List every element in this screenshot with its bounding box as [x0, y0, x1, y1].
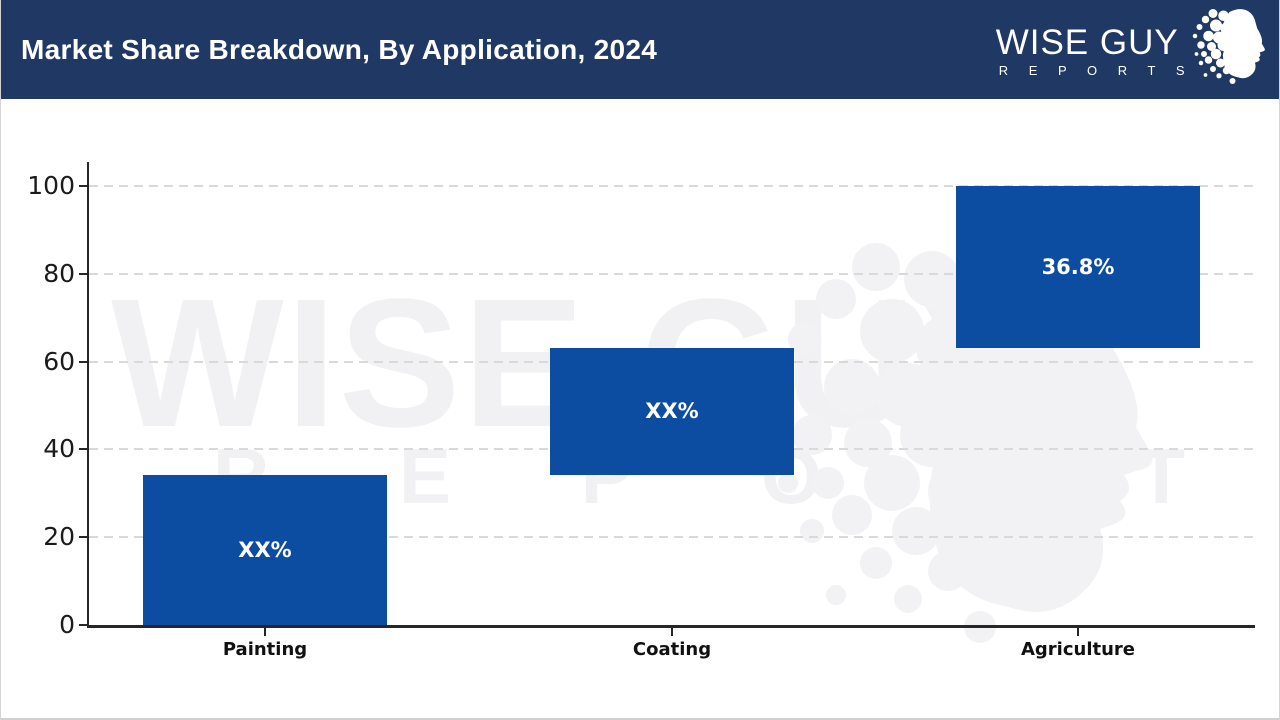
head-of-dots-logo-icon — [1189, 6, 1267, 96]
x-tick-label-painting: Painting — [222, 639, 308, 660]
page-title: Market Share Breakdown, By Application, … — [21, 33, 658, 65]
y-tick-mark-100 — [79, 185, 87, 187]
y-tick-mark-40 — [79, 448, 87, 451]
bar-value-label-coating: XX% — [645, 399, 699, 424]
y-tick-mark-60 — [79, 360, 87, 363]
gridline-80 — [89, 272, 1253, 275]
y-axis-line — [87, 162, 89, 628]
bar-agriculture: 36.8% — [956, 186, 1200, 348]
chart-plot-area: WISE GUY R E P O R T S 020406080100XX%Pa… — [1, 99, 1279, 720]
y-tick-mark-20 — [79, 536, 87, 539]
y-tick-label-20: 20 — [43, 522, 75, 552]
bar-painting: XX% — [143, 474, 387, 625]
header-bar: Market Share Breakdown, By Application, … — [1, 0, 1279, 99]
y-tick-label-100: 100 — [27, 171, 75, 200]
y-tick-label-60: 60 — [43, 346, 75, 376]
x-tick-label-agriculture: Agriculture — [1020, 639, 1136, 660]
bar-coating: XX% — [550, 347, 794, 475]
bar-value-label-painting: XX% — [238, 537, 292, 562]
x-tick-mark-coating — [671, 628, 673, 636]
brand-logo: WISE GUY R E P O R T S — [996, 6, 1267, 96]
brand-subtitle: R E P O R T S — [998, 63, 1193, 78]
x-tick-label-coating: Coating — [632, 639, 712, 660]
y-tick-mark-0 — [79, 624, 87, 626]
gridline-100 — [89, 185, 1253, 187]
y-tick-label-40: 40 — [43, 434, 75, 464]
x-tick-mark-agriculture — [1077, 628, 1079, 636]
y-tick-label-80: 80 — [43, 258, 75, 288]
x-tick-mark-painting — [264, 628, 266, 636]
brand-logo-text: WISE GUY R E P O R T S — [995, 23, 1193, 79]
x-axis-line — [87, 625, 1255, 628]
y-tick-label-0: 0 — [59, 610, 75, 639]
gridline-20 — [89, 536, 1253, 539]
brand-name: WISE GUY — [995, 23, 1179, 62]
y-tick-mark-80 — [79, 272, 87, 275]
bar-value-label-agriculture: 36.8% — [1041, 254, 1115, 279]
